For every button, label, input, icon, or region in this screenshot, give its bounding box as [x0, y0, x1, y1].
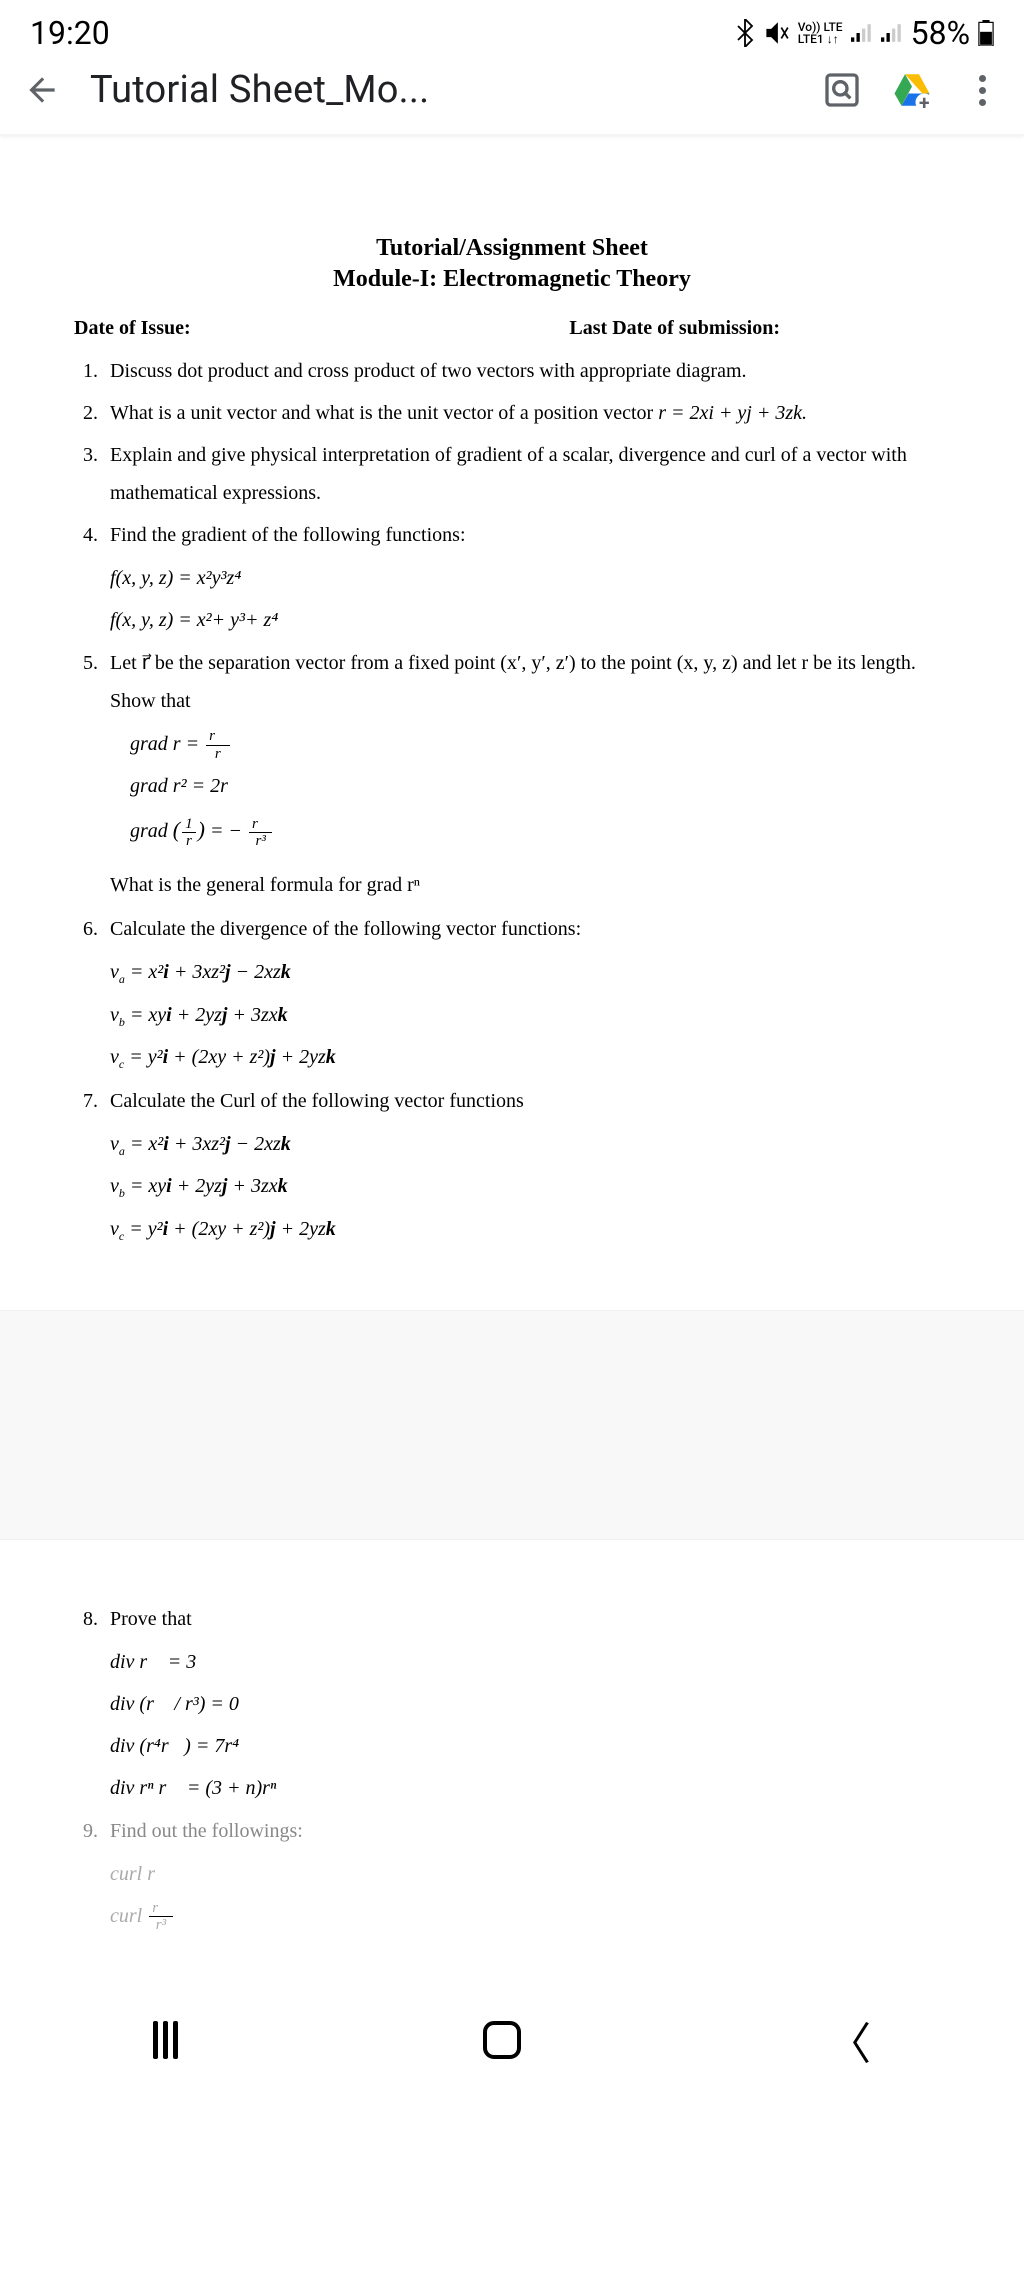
- q8: 8. Prove that div r⃗ = 3 div (r⃗ / r³) =…: [70, 1600, 954, 1808]
- document-content: Tutorial/Assignment Sheet Module-I: Elec…: [0, 135, 1024, 1980]
- q8-f3: div (r⁴r⃗) = 7r⁴: [110, 1728, 954, 1764]
- q4: 4. Find the gradient of the following fu…: [70, 516, 954, 640]
- status-bar: 19:20 Vo)) LTE LTE1 ↓↑ 58%: [0, 0, 1024, 58]
- battery-percent: 58%: [911, 14, 970, 52]
- signal-icon-2: [881, 23, 903, 43]
- drive-add-button[interactable]: +: [890, 68, 934, 112]
- lte-indicator: Vo)) LTE LTE1 ↓↑: [798, 21, 843, 45]
- q8-f4: div rⁿ r⃗ = (3 + n)rⁿ: [110, 1770, 954, 1806]
- svg-text:+: +: [919, 91, 930, 111]
- nav-recent-button[interactable]: [153, 2021, 178, 2059]
- q5-grad-1r: grad (1r) = − r⃗r³: [130, 810, 954, 850]
- q6-vb: vb = xyi + 2yzj + 3zxk: [110, 997, 954, 1034]
- q6-va: va = x²i + 3xz²j − 2xzk: [110, 954, 954, 991]
- nav-back-button[interactable]: 〈: [827, 2008, 871, 2072]
- nav-home-button[interactable]: [483, 2021, 521, 2059]
- q5-general: What is the general formula for grad rⁿ: [110, 866, 954, 904]
- q1: 1.Discuss dot product and cross product …: [70, 352, 954, 390]
- q3: 3.Explain and give physical interpretati…: [70, 436, 954, 512]
- q5-grad-r: grad r = r⃗r: [130, 726, 954, 762]
- app-bar: Tutorial Sheet_Mo... +: [0, 58, 1024, 135]
- doc-subtitle: Module-I: Electromagnetic Theory: [70, 266, 954, 293]
- q2: 2.What is a unit vector and what is the …: [70, 394, 954, 432]
- battery-icon: [978, 20, 994, 46]
- q7-vc: vc = y²i + (2xy + z²)j + 2yzk: [110, 1211, 954, 1248]
- date-row: Date of Issue: Last Date of submission:: [70, 317, 954, 340]
- mute-icon: [764, 20, 790, 46]
- android-nav-bar: 〈: [0, 1980, 1024, 2106]
- q5-grad-r2: grad r² = 2r⃗: [130, 768, 954, 804]
- q6-vc: vc = y²i + (2xy + z²)j + 2yzk: [110, 1039, 954, 1076]
- question-list: 1.Discuss dot product and cross product …: [70, 352, 954, 1250]
- bluetooth-icon: [734, 19, 756, 47]
- doc-title: Tutorial/Assignment Sheet: [70, 235, 954, 262]
- back-button[interactable]: [20, 68, 64, 112]
- q7-vb: vb = xyi + 2yzj + 3zxk: [110, 1168, 954, 1205]
- date-issue: Date of Issue:: [74, 317, 191, 340]
- question-list-2: 8. Prove that div r⃗ = 3 div (r⃗ / r³) =…: [70, 1600, 954, 1936]
- document-title: Tutorial Sheet_Mo...: [90, 68, 794, 112]
- date-submission: Last Date of submission:: [569, 317, 780, 340]
- q6: 6. Calculate the divergence of the follo…: [70, 910, 954, 1078]
- q4-formula-2: f(x, y, z) = x²+ y³+ z⁴: [110, 602, 954, 638]
- q5: 5. Let r⃗ be the separation vector from …: [70, 644, 954, 906]
- q9-f1: curl r⃗: [110, 1856, 954, 1892]
- q7-va: va = x²i + 3xz²j − 2xzk: [110, 1126, 954, 1163]
- status-time: 19:20: [30, 14, 110, 52]
- q8-f2: div (r⃗ / r³) = 0: [110, 1686, 954, 1722]
- q9: 9. Find out the followings: curl r⃗ curl…: [70, 1812, 954, 1936]
- status-right: Vo)) LTE LTE1 ↓↑ 58%: [734, 14, 994, 52]
- q7: 7. Calculate the Curl of the following v…: [70, 1082, 954, 1250]
- q9-f2: curl r⃗r³: [110, 1898, 954, 1934]
- q8-f1: div r⃗ = 3: [110, 1644, 954, 1680]
- page-gap: [0, 1310, 1024, 1540]
- more-options-button[interactable]: [960, 68, 1004, 112]
- find-button[interactable]: [820, 68, 864, 112]
- signal-icon-1: [851, 23, 873, 43]
- q4-formula-1: f(x, y, z) = x²y³z⁴: [110, 560, 954, 596]
